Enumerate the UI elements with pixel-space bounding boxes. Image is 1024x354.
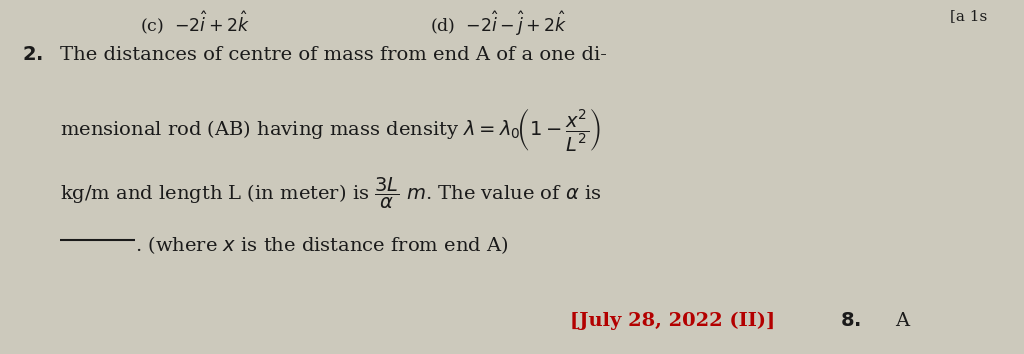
Text: The distances of centre of mass from end A of a one di-: The distances of centre of mass from end… [60,46,607,64]
Text: kg/m and length L (in meter) is $\dfrac{3L}{\alpha}$ $m$. The value of $\alpha$ : kg/m and length L (in meter) is $\dfrac{… [60,176,601,211]
Text: [a 1s: [a 1s [950,9,987,23]
Text: [July 28, 2022 (II)]: [July 28, 2022 (II)] [570,312,775,330]
Text: $\mathbf{8.}$: $\mathbf{8.}$ [840,312,861,330]
Text: (d)  $-2\hat{i} - \hat{j} + 2\hat{k}$: (d) $-2\hat{i} - \hat{j} + 2\hat{k}$ [430,9,567,38]
Text: (c)  $-2\hat{i} + 2\hat{k}$: (c) $-2\hat{i} + 2\hat{k}$ [140,9,250,36]
Text: . (where $x$ is the distance from end A): . (where $x$ is the distance from end A) [135,234,508,256]
Text: mensional rod (AB) having mass density $\lambda = \lambda_0\!\left(1 - \dfrac{x^: mensional rod (AB) having mass density $… [60,106,601,153]
Text: $\mathbf{2.}$: $\mathbf{2.}$ [22,46,43,64]
Text: A: A [895,312,909,330]
